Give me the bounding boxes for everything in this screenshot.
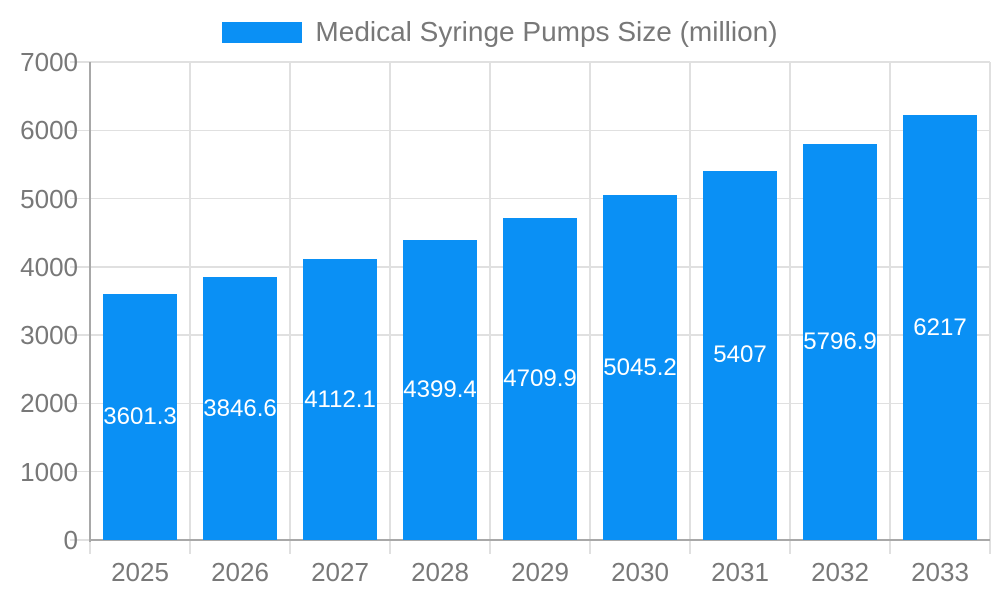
y-axis-line: [89, 62, 91, 542]
legend-item[interactable]: Medical Syringe Pumps Size (million): [222, 16, 778, 48]
bar-value-label: 3846.6: [203, 394, 277, 422]
x-axis-tick: [589, 540, 591, 554]
y-axis-label: 6000: [20, 115, 78, 146]
vertical-gridline: [889, 62, 891, 540]
x-axis-tick: [89, 540, 91, 554]
y-axis-label: 3000: [20, 320, 78, 351]
vertical-gridline: [489, 62, 491, 540]
vertical-gridline: [289, 62, 291, 540]
bar-2030[interactable]: 5045.2: [603, 195, 677, 540]
x-axis-tick: [889, 540, 891, 554]
x-axis-label: 2027: [311, 557, 369, 587]
legend-swatch: [222, 21, 303, 43]
y-axis-tick: [70, 539, 90, 541]
y-axis-tick: [70, 266, 90, 268]
x-axis-line: [90, 539, 990, 541]
bar-2032[interactable]: 5796.9: [803, 144, 877, 540]
x-axis-tick: [689, 540, 691, 554]
x-axis-tick: [289, 540, 291, 554]
x-axis-label: 2026: [211, 557, 269, 587]
bar-2026[interactable]: 3846.6: [203, 277, 277, 540]
bar-value-label: 6217: [913, 313, 967, 341]
x-axis-label: 2031: [711, 557, 769, 587]
y-axis-tick: [70, 402, 90, 405]
horizontal-gridline: [90, 61, 990, 63]
x-axis-label: 2033: [911, 557, 969, 587]
x-axis-label: 2029: [511, 557, 569, 587]
y-axis-tick: [70, 61, 90, 63]
horizontal-gridline: [90, 197, 990, 200]
legend: Medical Syringe Pumps Size (million): [0, 16, 1000, 48]
y-axis-tick: [70, 470, 90, 473]
bar-2027[interactable]: 4112.1: [303, 259, 377, 540]
x-axis-tick: [389, 540, 391, 554]
y-axis-label: 1000: [20, 456, 78, 487]
bar-value-label: 5407: [713, 341, 767, 369]
y-axis-label: 0: [63, 525, 78, 555]
bar-value-label: 4399.4: [403, 375, 477, 403]
bar-value-label: 4709.9: [503, 365, 577, 393]
vertical-gridline: [189, 62, 191, 540]
y-axis-tick: [70, 129, 90, 132]
bar-2025[interactable]: 3601.3: [103, 294, 177, 540]
bar-value-label: 3601.3: [103, 403, 177, 431]
y-axis-label: 5000: [20, 183, 78, 214]
x-axis-tick: [989, 540, 991, 554]
y-axis-tick: [70, 334, 90, 336]
x-axis-tick: [489, 540, 491, 554]
bar-2028[interactable]: 4399.4: [403, 239, 477, 540]
x-axis-label: 2032: [811, 557, 869, 587]
x-axis-tick: [189, 540, 191, 554]
legend-label: Medical Syringe Pumps Size (million): [315, 16, 778, 47]
bar-value-label: 5796.9: [803, 328, 877, 356]
x-axis-label: 2030: [611, 557, 669, 587]
x-axis-label: 2028: [411, 557, 469, 587]
y-axis-label: 7000: [20, 47, 78, 77]
vertical-gridline: [589, 62, 591, 540]
vertical-gridline: [989, 62, 991, 540]
y-axis-tick: [70, 197, 90, 200]
bar-2033[interactable]: 6217: [903, 115, 977, 540]
y-axis-label: 2000: [20, 388, 78, 419]
bar-2031[interactable]: 5407: [703, 170, 777, 540]
bar-value-label: 5045.2: [603, 353, 677, 381]
bar-2029[interactable]: 4709.9: [503, 218, 577, 540]
vertical-gridline: [689, 62, 691, 540]
x-axis-label: 2025: [111, 557, 169, 587]
bar-value-label: 4112.1: [304, 385, 376, 413]
x-axis-tick: [789, 540, 791, 554]
vertical-gridline: [789, 62, 791, 540]
horizontal-gridline: [90, 129, 990, 132]
vertical-gridline: [389, 62, 391, 540]
y-axis-label: 4000: [20, 251, 78, 282]
